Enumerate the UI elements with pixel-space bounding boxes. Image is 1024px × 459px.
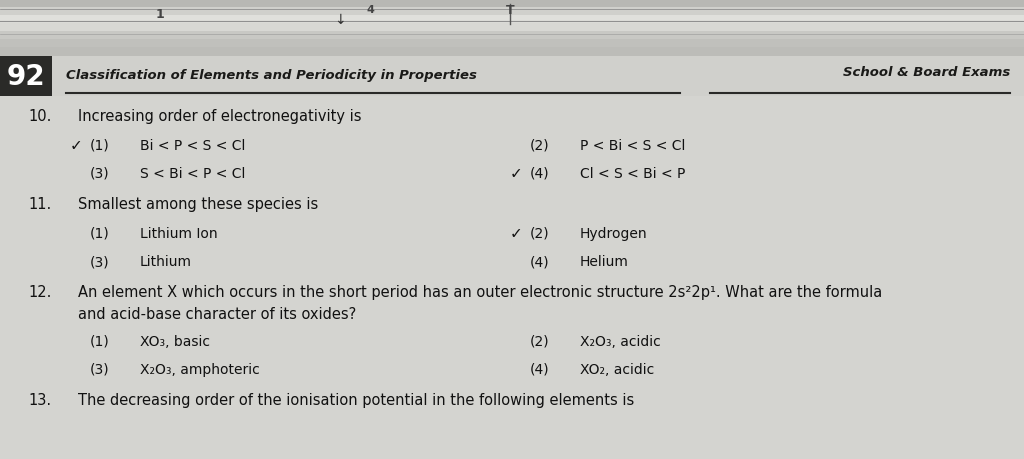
Polygon shape <box>0 0 40 57</box>
Text: 13.: 13. <box>28 392 51 407</box>
Text: 1: 1 <box>156 7 165 21</box>
Text: Helium: Helium <box>580 254 629 269</box>
Text: Increasing order of electronegativity is: Increasing order of electronegativity is <box>78 109 361 124</box>
Text: S < Bi < P < Cl: S < Bi < P < Cl <box>140 167 246 180</box>
Polygon shape <box>0 57 52 97</box>
Text: 92: 92 <box>7 63 45 91</box>
Text: X₂O₃, amphoteric: X₂O₃, amphoteric <box>140 362 260 376</box>
Text: 10.: 10. <box>28 109 51 124</box>
Text: P < Bi < S < Cl: P < Bi < S < Cl <box>580 139 685 153</box>
Polygon shape <box>0 48 1024 57</box>
Polygon shape <box>0 16 1024 24</box>
Polygon shape <box>0 0 1024 18</box>
Text: (1): (1) <box>90 226 110 241</box>
Text: (2): (2) <box>530 139 550 153</box>
Polygon shape <box>0 32 1024 40</box>
Polygon shape <box>0 0 1024 57</box>
Text: and acid-base character of its oxides?: and acid-base character of its oxides? <box>78 306 356 321</box>
Text: 4: 4 <box>366 5 374 15</box>
Polygon shape <box>0 57 1024 97</box>
Text: XO₃, basic: XO₃, basic <box>140 334 210 348</box>
Polygon shape <box>0 24 1024 32</box>
Text: (4): (4) <box>530 254 550 269</box>
Text: Cl < S < Bi < P: Cl < S < Bi < P <box>580 167 685 180</box>
Text: ✓: ✓ <box>70 138 82 153</box>
Text: (1): (1) <box>90 334 110 348</box>
Text: XO₂, acidic: XO₂, acidic <box>580 362 654 376</box>
Text: 11.: 11. <box>28 196 51 212</box>
Polygon shape <box>0 40 1024 48</box>
Text: (4): (4) <box>530 362 550 376</box>
Polygon shape <box>0 8 1024 16</box>
Text: (2): (2) <box>530 226 550 241</box>
Text: 12.: 12. <box>28 285 51 299</box>
Text: (3): (3) <box>90 254 110 269</box>
Text: (4): (4) <box>530 167 550 180</box>
Text: ✓: ✓ <box>510 166 522 181</box>
Text: ✓: ✓ <box>510 226 522 241</box>
Text: Hydrogen: Hydrogen <box>580 226 647 241</box>
Text: (3): (3) <box>90 362 110 376</box>
Text: An element X which occurs in the short period has an outer electronic structure : An element X which occurs in the short p… <box>78 285 883 299</box>
Text: Bi < P < S < Cl: Bi < P < S < Cl <box>140 139 246 153</box>
Text: School & Board Exams: School & Board Exams <box>843 65 1010 78</box>
Text: Classification of Elements and Periodicity in Properties: Classification of Elements and Periodici… <box>66 68 477 81</box>
Text: Lithium: Lithium <box>140 254 193 269</box>
Polygon shape <box>30 0 1024 57</box>
Text: X₂O₃, acidic: X₂O₃, acidic <box>580 334 660 348</box>
Text: (3): (3) <box>90 167 110 180</box>
Text: Smallest among these species is: Smallest among these species is <box>78 196 318 212</box>
Polygon shape <box>0 0 1024 8</box>
Text: (2): (2) <box>530 334 550 348</box>
Text: T: T <box>506 4 514 17</box>
Polygon shape <box>0 97 1024 459</box>
Text: Lithium Ion: Lithium Ion <box>140 226 218 241</box>
Text: (1): (1) <box>90 139 110 153</box>
Text: ↓: ↓ <box>334 13 346 27</box>
Text: The decreasing order of the ionisation potential in the following elements is: The decreasing order of the ionisation p… <box>78 392 634 407</box>
